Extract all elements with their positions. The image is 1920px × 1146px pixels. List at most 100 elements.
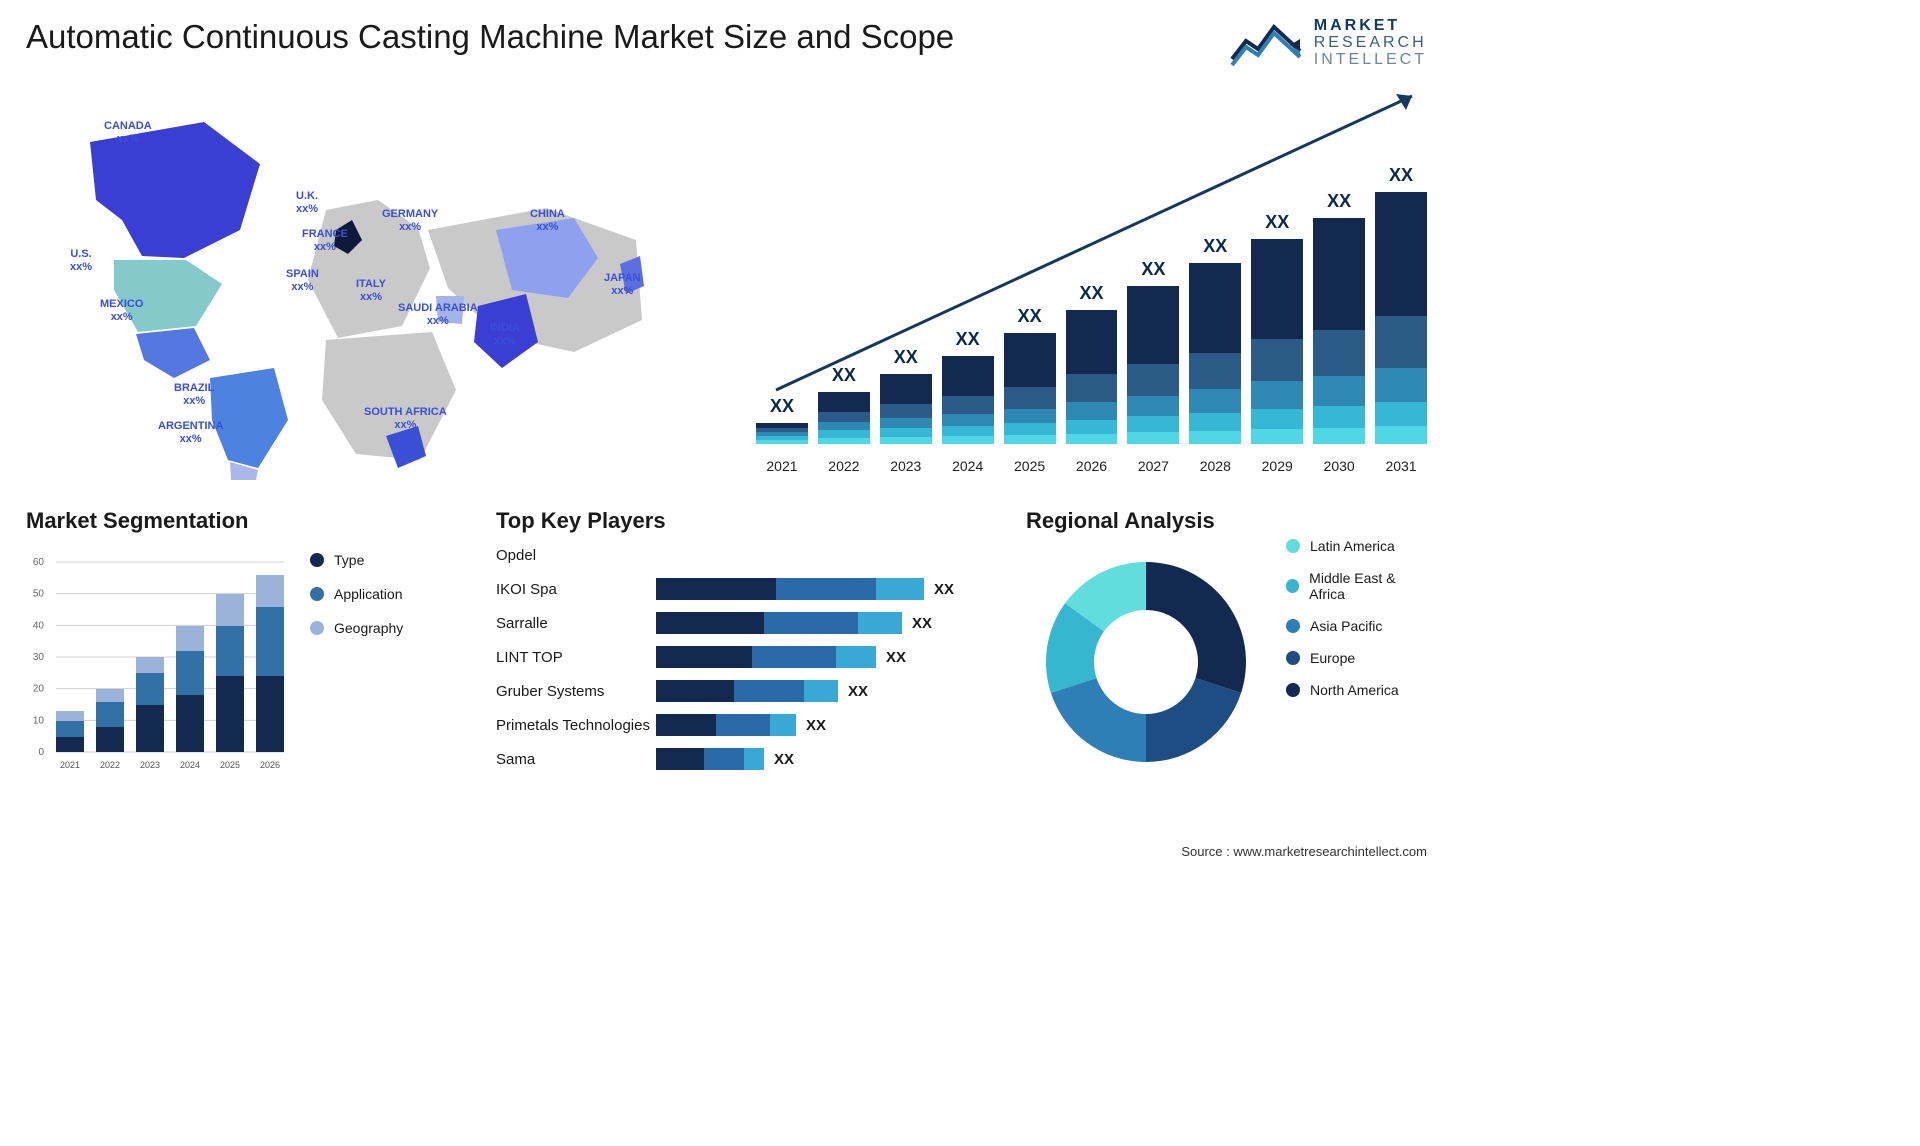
growth-year-label: 2025 <box>1004 458 1056 474</box>
player-name: Sama <box>496 751 656 768</box>
growth-bar: XX <box>1251 212 1303 444</box>
growth-bar-segment <box>1066 310 1118 374</box>
player-row: Opdel <box>496 544 1006 566</box>
growth-bar-segment <box>818 430 870 438</box>
growth-bar: XX <box>818 365 870 444</box>
legend-swatch <box>1286 619 1300 633</box>
growth-bar-label: XX <box>1265 212 1289 233</box>
segmentation-bar-segment <box>216 594 244 626</box>
segmentation-bar <box>96 689 124 752</box>
segmentation-bar-segment <box>56 737 84 753</box>
growth-bar-segment <box>1004 423 1056 435</box>
growth-bar: XX <box>942 329 994 444</box>
segmentation-bar-segment <box>176 651 204 695</box>
player-bar-segment <box>858 612 902 634</box>
player-name: Primetals Technologies <box>496 717 656 734</box>
growth-bar: XX <box>1189 236 1241 444</box>
growth-year-label: 2023 <box>880 458 932 474</box>
growth-year-label: 2026 <box>1066 458 1118 474</box>
player-bar-segment <box>656 612 764 634</box>
legend-swatch <box>310 587 324 601</box>
regional-donut-chart <box>1026 544 1266 774</box>
donut-slice <box>1146 678 1241 762</box>
growth-bar-segment <box>880 404 932 418</box>
segmentation-bar-segment <box>96 727 124 752</box>
player-bar-segment <box>744 748 764 770</box>
player-bar-segment <box>776 578 876 600</box>
player-bar-segment <box>704 748 744 770</box>
segmentation-bar-segment <box>256 676 284 752</box>
player-bar-segment <box>656 748 704 770</box>
player-name: Opdel <box>496 547 656 564</box>
growth-bar-segment <box>1189 431 1241 444</box>
growth-bar-label: XX <box>770 396 794 417</box>
segmentation-year-label: 2021 <box>56 760 84 770</box>
player-bar-segment <box>836 646 876 668</box>
segmentation-title: Market Segmentation <box>26 508 286 534</box>
legend-swatch <box>1286 651 1300 665</box>
player-bar-segment <box>804 680 838 702</box>
segmentation-bar-segment <box>136 657 164 673</box>
growth-bar-segment <box>1127 364 1179 396</box>
player-row: SarralleXX <box>496 612 1006 634</box>
world-map: CANADAxx%U.S.xx%MEXICOxx%BRAZILxx%ARGENT… <box>26 80 726 480</box>
legend-label: North America <box>1310 682 1399 698</box>
growth-year-label: 2024 <box>942 458 994 474</box>
growth-bar-segment <box>1004 435 1056 444</box>
segmentation-bar <box>256 575 284 752</box>
map-label-argentina: ARGENTINAxx% <box>158 420 223 445</box>
segmentation-year-label: 2023 <box>136 760 164 770</box>
growth-bar-segment <box>880 374 932 404</box>
growth-bar-segment <box>942 426 994 436</box>
segmentation-year-label: 2026 <box>256 760 284 770</box>
growth-bar-label: XX <box>1389 165 1413 186</box>
growth-bar-segment <box>818 438 870 444</box>
growth-year-label: 2031 <box>1375 458 1427 474</box>
segmentation-bar-segment <box>96 702 124 727</box>
player-bar-segment <box>770 714 796 736</box>
map-label-u-k-: U.K.xx% <box>296 190 318 215</box>
svg-text:10: 10 <box>33 716 45 727</box>
player-bar <box>656 646 876 668</box>
legend-label: Type <box>334 552 364 568</box>
legend-item: Type <box>310 552 403 568</box>
legend-label: Geography <box>334 620 403 636</box>
player-value-label: XX <box>886 649 906 666</box>
map-region <box>210 368 288 468</box>
growth-bar-segment <box>1127 432 1179 444</box>
growth-bar-segment <box>1066 374 1118 402</box>
player-bar <box>656 714 796 736</box>
map-label-u-s-: U.S.xx% <box>70 248 92 273</box>
player-bar-segment <box>656 578 776 600</box>
growth-bar-segment <box>1251 239 1303 339</box>
segmentation-bar-segment <box>136 673 164 705</box>
segmentation-bar-segment <box>56 711 84 721</box>
growth-bar-segment <box>1313 406 1365 428</box>
donut-slice <box>1051 678 1146 762</box>
legend-swatch <box>1286 539 1300 553</box>
legend-item: Asia Pacific <box>1286 618 1427 634</box>
player-value-label: XX <box>934 581 954 598</box>
legend-item: North America <box>1286 682 1427 698</box>
regional-legend: Latin AmericaMiddle East & AfricaAsia Pa… <box>1286 538 1427 774</box>
logo-line3: INTELLECT <box>1314 52 1427 69</box>
players-list: OpdelIKOI SpaXXSarralleXXLINT TOPXXGrube… <box>496 544 1006 770</box>
page-title: Automatic Continuous Casting Machine Mar… <box>26 18 954 56</box>
player-row: LINT TOP XX <box>496 646 1006 668</box>
player-name: LINT TOP <box>496 649 656 666</box>
growth-bar-segment <box>1127 396 1179 416</box>
brand-logo: MARKET RESEARCH INTELLECT <box>1230 18 1427 68</box>
growth-bar-segment <box>880 428 932 437</box>
growth-bar: XX <box>880 347 932 444</box>
player-row: Primetals TechnologiesXX <box>496 714 1006 736</box>
legend-label: Application <box>334 586 403 602</box>
growth-bar-segment <box>1251 381 1303 409</box>
player-name: Gruber Systems <box>496 683 656 700</box>
growth-bar-segment <box>1189 389 1241 413</box>
map-label-china: CHINAxx% <box>530 208 565 233</box>
segmentation-bar-segment <box>56 721 84 737</box>
growth-bar-segment <box>1189 353 1241 389</box>
growth-bar-label: XX <box>1327 191 1351 212</box>
svg-text:50: 50 <box>33 589 45 600</box>
growth-year-label: 2030 <box>1313 458 1365 474</box>
